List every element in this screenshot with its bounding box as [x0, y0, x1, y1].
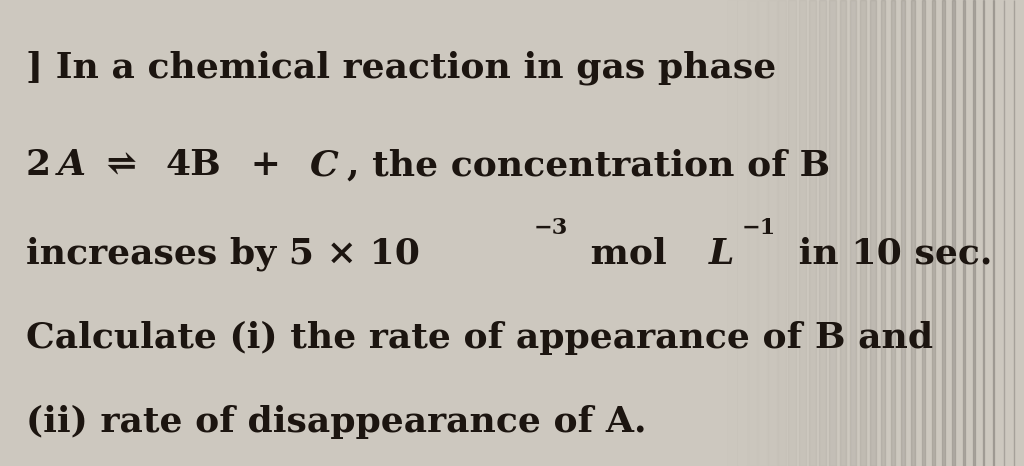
Bar: [881, 0, 886, 466]
Text: −1: −1: [741, 217, 776, 240]
Text: Calculate (i) the rate of appearance of B and: Calculate (i) the rate of appearance of …: [26, 321, 933, 355]
Text: −3: −3: [534, 217, 568, 240]
Bar: [737, 0, 746, 466]
Bar: [748, 0, 757, 466]
Text: A: A: [58, 149, 86, 182]
Bar: [788, 0, 797, 466]
Bar: [727, 0, 737, 466]
Bar: [809, 0, 816, 466]
Bar: [870, 0, 876, 466]
Bar: [717, 0, 727, 466]
Bar: [993, 0, 994, 466]
Text: L: L: [709, 237, 734, 271]
Bar: [963, 0, 965, 466]
Bar: [891, 0, 895, 466]
Text: (ii) rate of disappearance of A.: (ii) rate of disappearance of A.: [26, 404, 646, 439]
Bar: [799, 0, 806, 466]
Bar: [922, 0, 925, 466]
Bar: [840, 0, 846, 466]
Text: increases by 5 × 10: increases by 5 × 10: [26, 237, 420, 271]
Bar: [932, 0, 935, 466]
Bar: [829, 0, 836, 466]
Text: 2: 2: [26, 149, 51, 182]
Bar: [952, 0, 954, 466]
Bar: [942, 0, 945, 466]
Bar: [778, 0, 786, 466]
Bar: [901, 0, 905, 466]
Text: ⇌: ⇌: [94, 149, 150, 182]
Text: , the concentration of B: , the concentration of B: [346, 149, 829, 182]
Text: C: C: [309, 149, 338, 182]
Text: in 10 sec.: in 10 sec.: [786, 237, 992, 271]
Text: mol: mol: [579, 237, 680, 271]
Bar: [860, 0, 865, 466]
Bar: [768, 0, 776, 466]
Bar: [911, 0, 915, 466]
Text: 4B: 4B: [166, 149, 221, 182]
Bar: [819, 0, 826, 466]
Bar: [758, 0, 767, 466]
Bar: [973, 0, 975, 466]
Bar: [983, 0, 984, 466]
Bar: [850, 0, 856, 466]
Text: ] In a chemical reaction in gas phase: ] In a chemical reaction in gas phase: [26, 50, 776, 85]
Text: +: +: [238, 149, 293, 182]
